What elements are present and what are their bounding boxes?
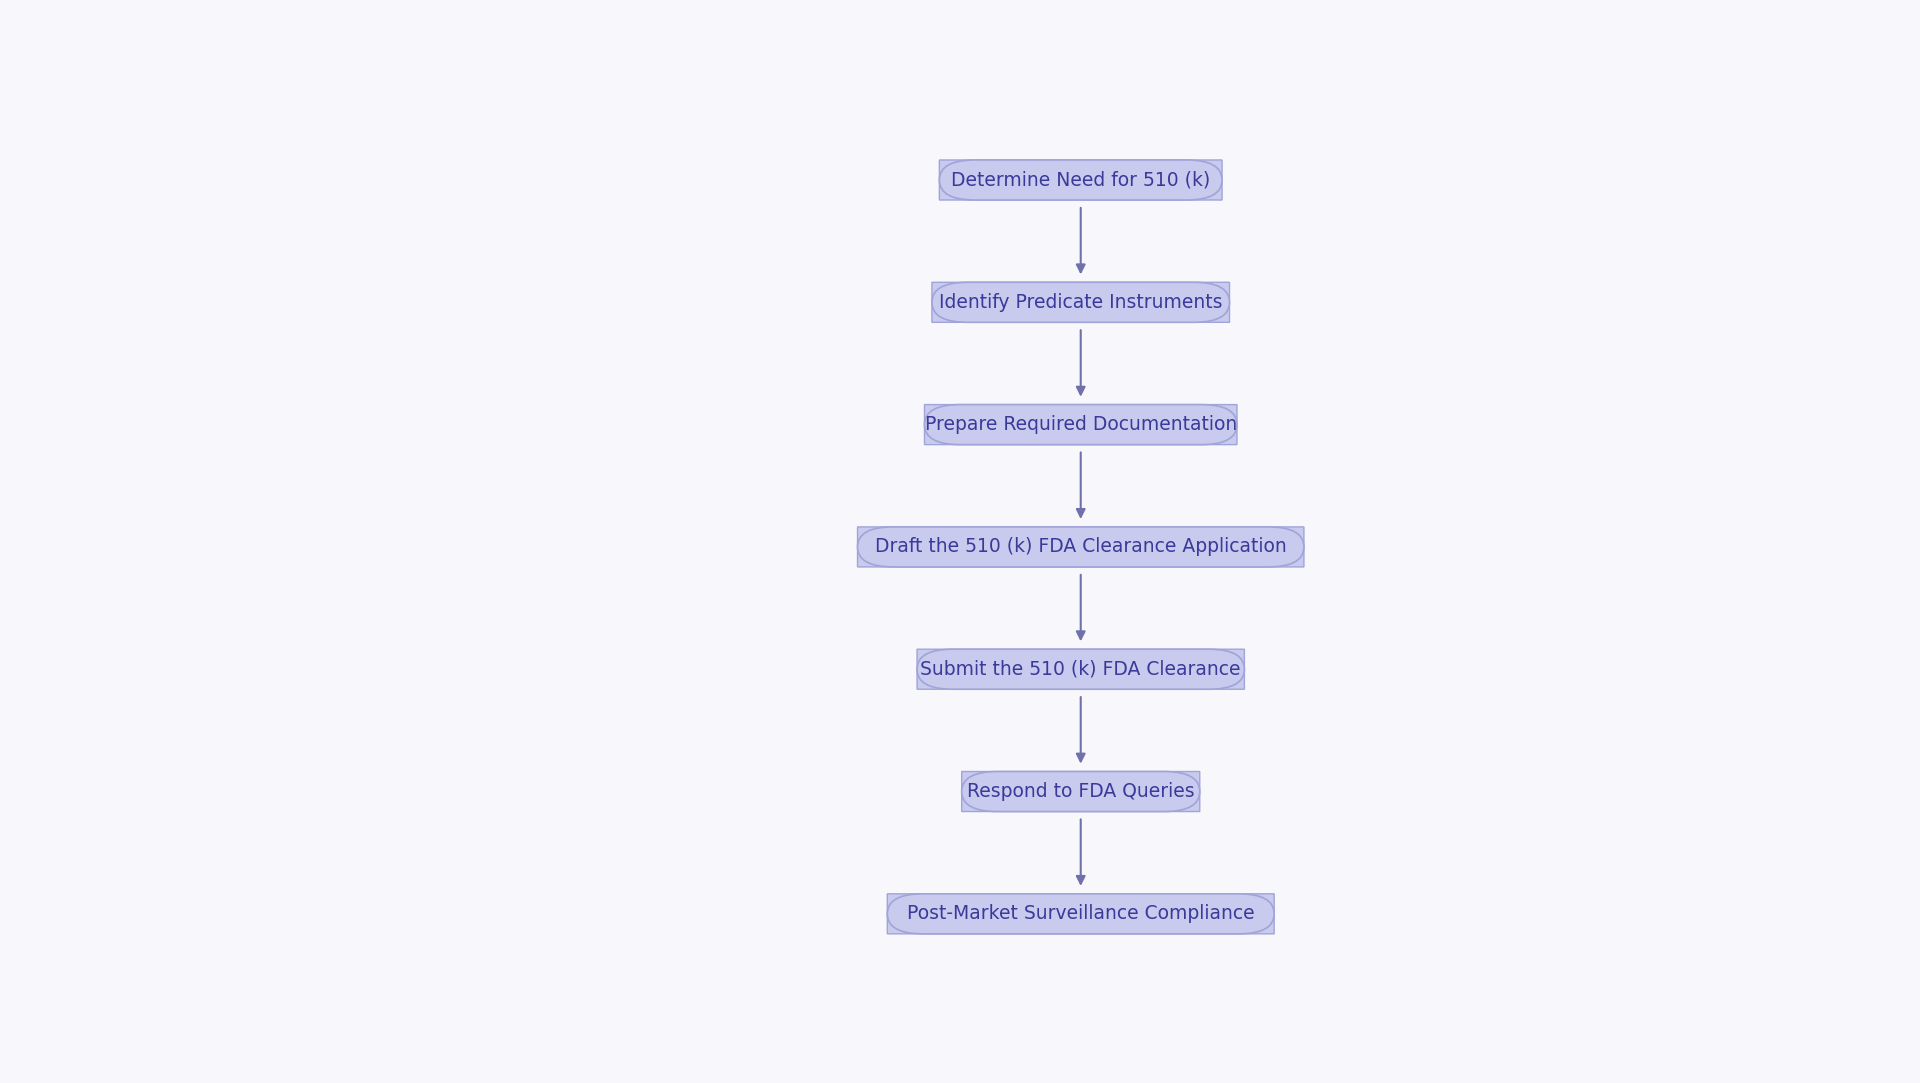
FancyBboxPatch shape	[918, 649, 1244, 689]
FancyBboxPatch shape	[962, 771, 1200, 811]
Text: Identify Predicate Instruments: Identify Predicate Instruments	[939, 292, 1223, 312]
Text: Submit the 510 (k) FDA Clearance: Submit the 510 (k) FDA Clearance	[920, 660, 1240, 679]
FancyBboxPatch shape	[887, 893, 1275, 934]
FancyBboxPatch shape	[918, 649, 1244, 689]
FancyBboxPatch shape	[887, 893, 1275, 934]
Text: Draft the 510 (k) FDA Clearance Application: Draft the 510 (k) FDA Clearance Applicat…	[876, 537, 1286, 557]
Text: Determine Need for 510 (k): Determine Need for 510 (k)	[950, 170, 1210, 190]
FancyBboxPatch shape	[931, 283, 1229, 323]
FancyBboxPatch shape	[924, 405, 1236, 445]
FancyBboxPatch shape	[931, 283, 1229, 323]
Text: Respond to FDA Queries: Respond to FDA Queries	[968, 782, 1194, 801]
Text: Post-Market Surveillance Compliance: Post-Market Surveillance Compliance	[906, 904, 1254, 924]
FancyBboxPatch shape	[939, 160, 1221, 200]
FancyBboxPatch shape	[962, 771, 1200, 811]
Text: Prepare Required Documentation: Prepare Required Documentation	[925, 415, 1236, 434]
FancyBboxPatch shape	[858, 527, 1304, 566]
FancyBboxPatch shape	[939, 160, 1221, 200]
FancyBboxPatch shape	[924, 405, 1236, 445]
FancyBboxPatch shape	[858, 527, 1304, 566]
